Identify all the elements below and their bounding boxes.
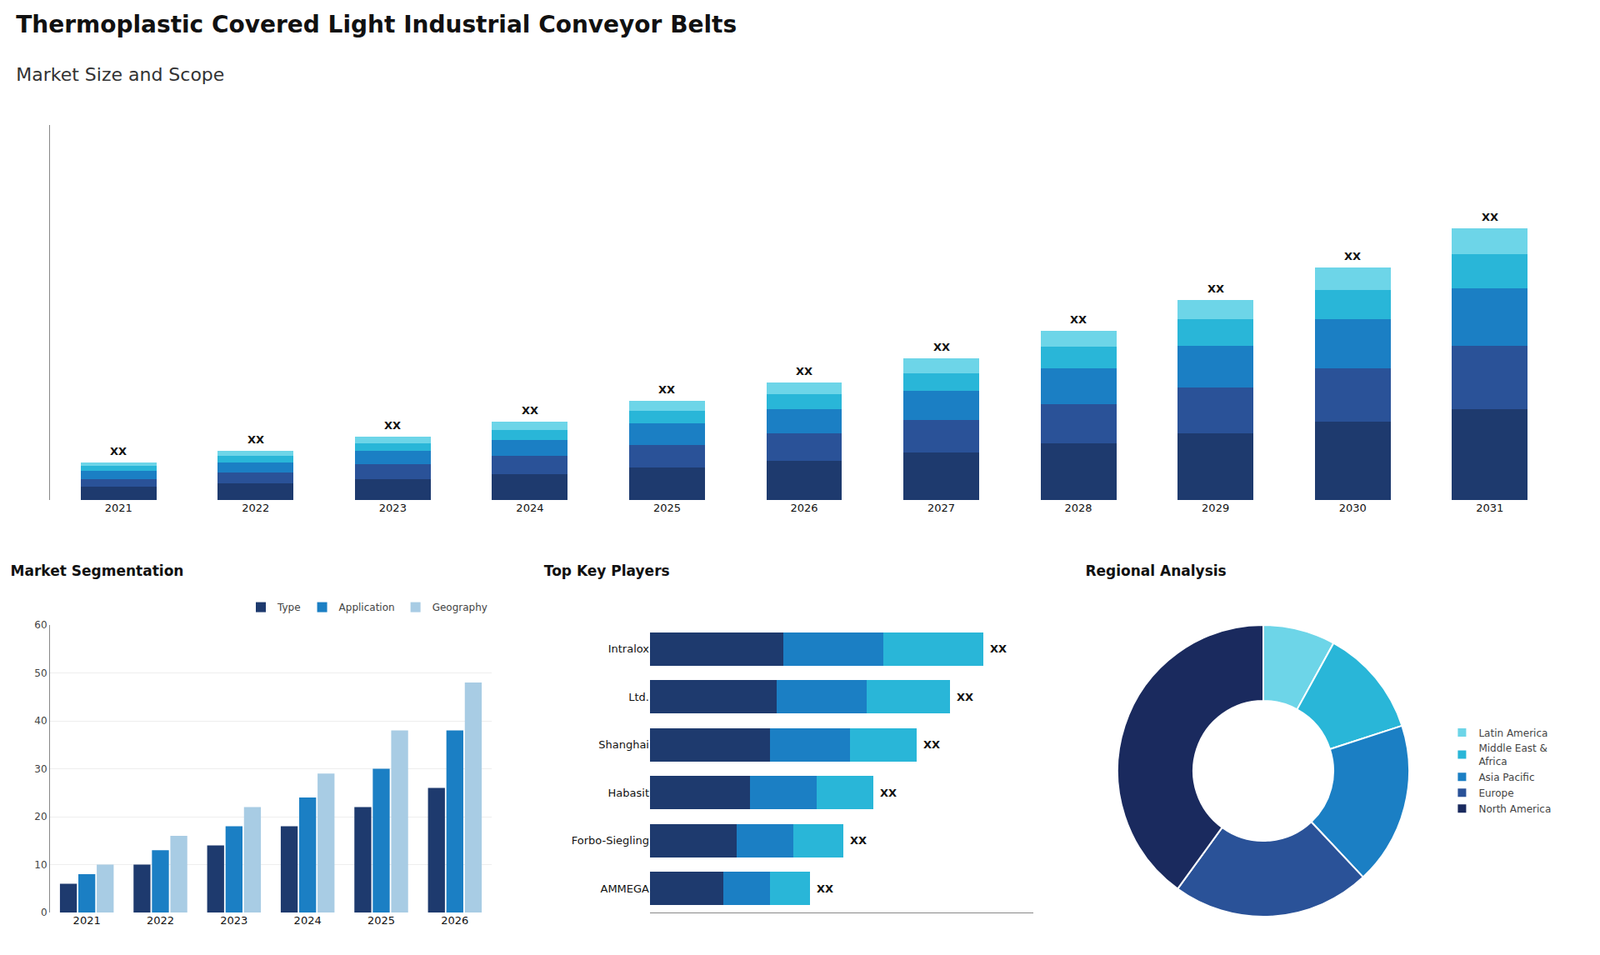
svg-text:2021: 2021 xyxy=(105,501,133,515)
svg-text:2030: 2030 xyxy=(1339,501,1367,515)
svg-text:Latin America: Latin America xyxy=(1478,727,1548,740)
svg-text:2029: 2029 xyxy=(1201,501,1230,515)
svg-text:XX: XX xyxy=(247,433,265,446)
svg-text:XX: XX xyxy=(850,834,867,847)
svg-text:2025: 2025 xyxy=(367,914,395,927)
svg-text:North America: North America xyxy=(1478,803,1551,815)
svg-text:Asia Pacific: Asia Pacific xyxy=(1478,771,1535,784)
svg-text:Top Key Players: Top Key Players xyxy=(544,562,670,580)
svg-text:XX: XX xyxy=(658,383,675,396)
svg-text:2027: 2027 xyxy=(927,501,955,515)
svg-text:XX: XX xyxy=(521,404,539,417)
svg-text:Type: Type xyxy=(276,601,301,614)
svg-text:XX: XX xyxy=(384,419,401,432)
svg-text:Middle East &Africa: Middle East &Africa xyxy=(1478,742,1548,768)
svg-text:Forbo-Siegling: Forbo-Siegling xyxy=(571,834,650,847)
svg-text:50: 50 xyxy=(34,667,47,680)
svg-text:2026: 2026 xyxy=(440,914,469,927)
svg-text:Market Size and Scope: Market Size and Scope xyxy=(15,64,225,85)
svg-text:XX: XX xyxy=(990,642,1007,655)
svg-text:Shanghai: Shanghai xyxy=(598,738,650,751)
svg-text:XX: XX xyxy=(933,340,950,354)
svg-text:Application: Application xyxy=(339,601,395,614)
svg-text:XX: XX xyxy=(1207,282,1225,295)
svg-text:XX: XX xyxy=(1070,313,1087,326)
svg-text:Thermoplastic Covered Light In: Thermoplastic Covered Light Industrial C… xyxy=(15,10,737,39)
svg-text:XX: XX xyxy=(816,882,834,895)
svg-text:2023: 2023 xyxy=(220,914,248,927)
svg-text:60: 60 xyxy=(34,619,47,631)
svg-text:2022: 2022 xyxy=(241,501,270,515)
svg-text:0: 0 xyxy=(40,906,48,919)
svg-text:10: 10 xyxy=(34,859,47,871)
svg-text:AMMEGA: AMMEGA xyxy=(600,882,650,895)
svg-text:Regional Analysis: Regional Analysis xyxy=(1085,562,1226,580)
svg-text:XX: XX xyxy=(110,445,127,458)
svg-text:XX: XX xyxy=(880,786,897,800)
svg-text:Intralox: Intralox xyxy=(608,642,650,655)
svg-text:2028: 2028 xyxy=(1065,501,1093,515)
svg-text:2024: 2024 xyxy=(515,501,544,515)
svg-text:2026: 2026 xyxy=(790,501,818,515)
svg-text:Europe: Europe xyxy=(1478,787,1514,800)
svg-text:2022: 2022 xyxy=(146,914,175,927)
svg-text:30: 30 xyxy=(34,763,47,775)
svg-text:2023: 2023 xyxy=(379,501,407,515)
svg-text:XX: XX xyxy=(1344,250,1361,263)
svg-text:2025: 2025 xyxy=(653,501,681,515)
svg-text:40: 40 xyxy=(34,715,47,727)
svg-text:Habasit: Habasit xyxy=(608,786,650,800)
svg-text:XX: XX xyxy=(1481,210,1499,224)
svg-text:Ltd.: Ltd. xyxy=(628,690,650,704)
svg-text:2021: 2021 xyxy=(73,914,101,927)
svg-text:2024: 2024 xyxy=(294,914,322,927)
svg-text:Market Segmentation: Market Segmentation xyxy=(10,562,185,580)
svg-text:Geography: Geography xyxy=(432,601,488,614)
svg-text:2031: 2031 xyxy=(1475,501,1504,515)
svg-text:XX: XX xyxy=(795,365,813,378)
svg-text:20: 20 xyxy=(34,810,47,823)
svg-text:XX: XX xyxy=(956,690,974,704)
svg-text:XX: XX xyxy=(923,738,940,751)
